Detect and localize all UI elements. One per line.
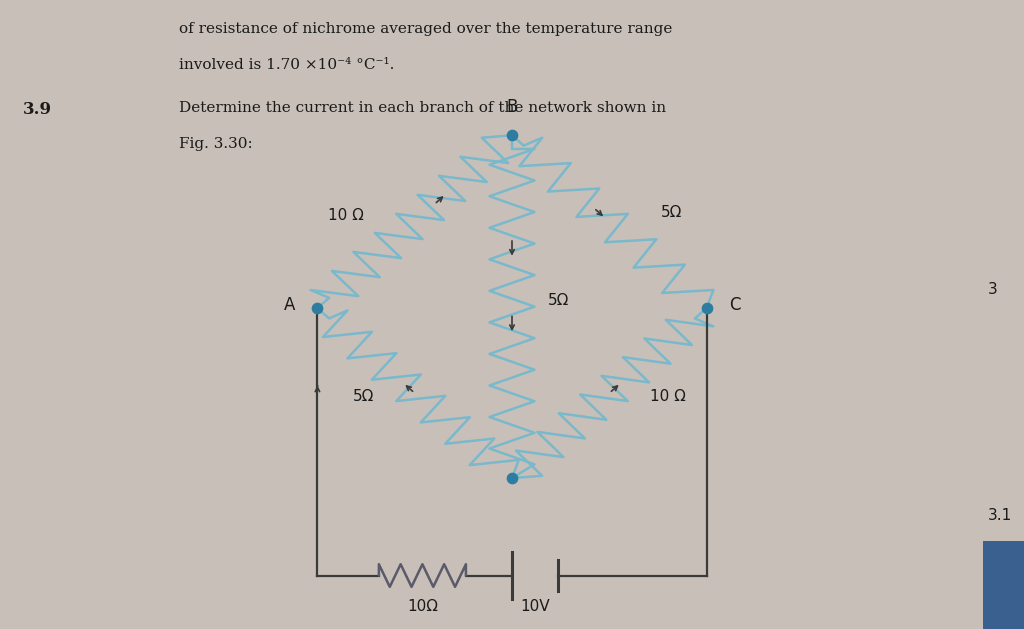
- Point: [309, 303, 326, 313]
- Text: Fig. 3.30:: Fig. 3.30:: [179, 137, 253, 151]
- Text: C: C: [729, 296, 740, 314]
- Text: 3.1: 3.1: [988, 508, 1013, 523]
- Text: 5Ω: 5Ω: [548, 293, 569, 308]
- Text: 10 Ω: 10 Ω: [650, 389, 686, 404]
- Text: 5Ω: 5Ω: [660, 205, 682, 220]
- Bar: [983, 541, 1024, 629]
- Text: involved is 1.70 ×10⁻⁴ °C⁻¹.: involved is 1.70 ×10⁻⁴ °C⁻¹.: [179, 58, 394, 72]
- Point: [504, 130, 520, 140]
- Point: [698, 303, 715, 313]
- Text: 10Ω: 10Ω: [407, 599, 438, 615]
- Text: 10 Ω: 10 Ω: [328, 208, 364, 223]
- Text: A: A: [284, 296, 295, 314]
- Point: [504, 473, 520, 483]
- Text: of resistance of nichrome averaged over the temperature range: of resistance of nichrome averaged over …: [179, 22, 673, 36]
- Text: B: B: [506, 98, 518, 116]
- Text: Determine the current in each branch of the network shown in: Determine the current in each branch of …: [179, 101, 667, 114]
- Text: 5Ω: 5Ω: [352, 389, 374, 404]
- Text: 3.9: 3.9: [23, 101, 51, 118]
- Text: 3: 3: [988, 282, 998, 297]
- Text: 10V: 10V: [520, 599, 550, 615]
